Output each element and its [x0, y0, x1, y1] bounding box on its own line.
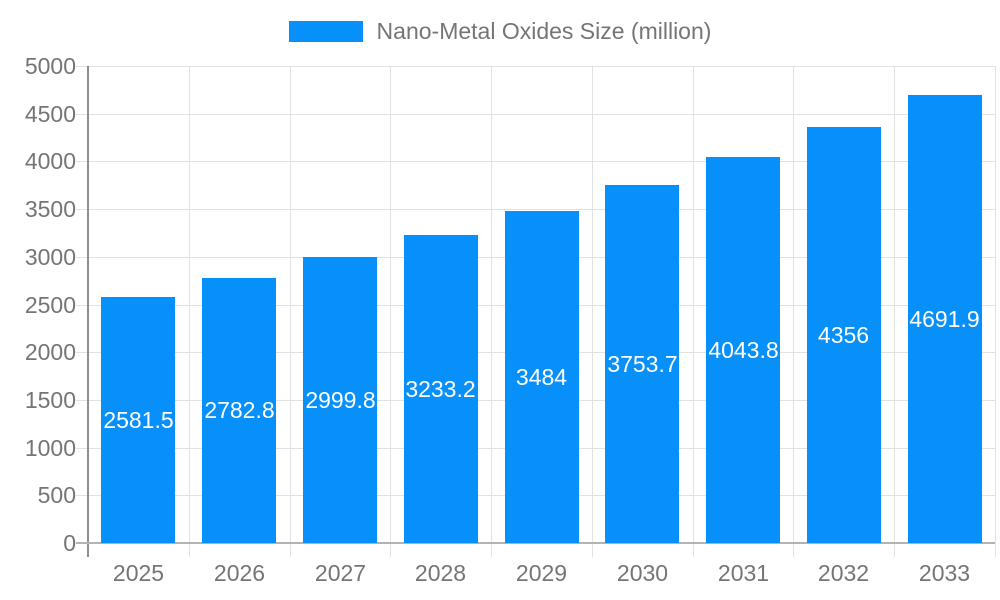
x-gridline — [592, 66, 593, 557]
x-axis-line — [76, 542, 995, 544]
bar[interactable] — [505, 211, 579, 543]
y-tick-label: 3000 — [24, 244, 76, 270]
bar[interactable] — [303, 257, 377, 543]
y-tick-label: 3500 — [24, 196, 76, 222]
y-axis-line — [87, 66, 89, 557]
x-tick-label: 2025 — [112, 560, 165, 586]
bar[interactable] — [706, 157, 780, 543]
y-gridline — [76, 161, 995, 162]
x-gridline — [793, 66, 794, 557]
y-gridline — [76, 114, 995, 115]
y-tick-label: 1500 — [24, 387, 76, 413]
y-gridline — [76, 209, 995, 210]
bar-value-label: 2999.8 — [305, 387, 376, 413]
bar-value-label: 3753.7 — [607, 351, 678, 377]
x-gridline — [693, 66, 694, 557]
legend-label: Nano-Metal Oxides Size (million) — [376, 18, 712, 44]
bar-value-label: 4356 — [817, 322, 870, 348]
legend-swatch — [288, 21, 363, 42]
y-tick-label: 4000 — [24, 148, 76, 174]
x-gridline — [390, 66, 391, 557]
y-tick-label: 5000 — [24, 53, 76, 79]
x-gridline — [189, 66, 190, 557]
bar[interactable] — [202, 278, 276, 543]
x-tick-label: 2026 — [213, 560, 266, 586]
y-tick-label: 500 — [37, 482, 76, 508]
bar-value-label: 2581.5 — [103, 407, 174, 433]
y-gridline — [76, 66, 995, 67]
legend-item[interactable]: Nano-Metal Oxides Size (million) — [0, 18, 1000, 45]
y-tick-label: 2500 — [24, 292, 76, 318]
y-tick-label: 1000 — [24, 435, 76, 461]
bar-value-label: 4691.9 — [909, 306, 980, 332]
y-tick-label: 2000 — [24, 339, 76, 365]
x-gridline — [894, 66, 895, 557]
x-tick-label: 2029 — [515, 560, 568, 586]
bar-value-label: 3233.2 — [405, 376, 476, 402]
y-tick-label: 4500 — [24, 101, 76, 127]
bar-value-label: 2782.8 — [204, 397, 275, 423]
x-gridline — [995, 66, 996, 557]
bar-value-label: 4043.8 — [708, 337, 779, 363]
x-gridline — [491, 66, 492, 557]
bar[interactable] — [101, 297, 175, 543]
x-tick-label: 2027 — [314, 560, 367, 586]
bar[interactable] — [908, 95, 982, 543]
x-gridline — [290, 66, 291, 557]
bar[interactable] — [404, 235, 478, 543]
x-tick-label: 2030 — [616, 560, 669, 586]
bar[interactable] — [605, 185, 679, 543]
x-tick-label: 2031 — [717, 560, 770, 586]
bar-value-label: 3484 — [515, 364, 568, 390]
x-tick-label: 2033 — [918, 560, 971, 586]
bar[interactable] — [807, 127, 881, 543]
x-tick-label: 2032 — [817, 560, 870, 586]
y-tick-label: 0 — [63, 530, 76, 556]
x-tick-label: 2028 — [414, 560, 467, 586]
